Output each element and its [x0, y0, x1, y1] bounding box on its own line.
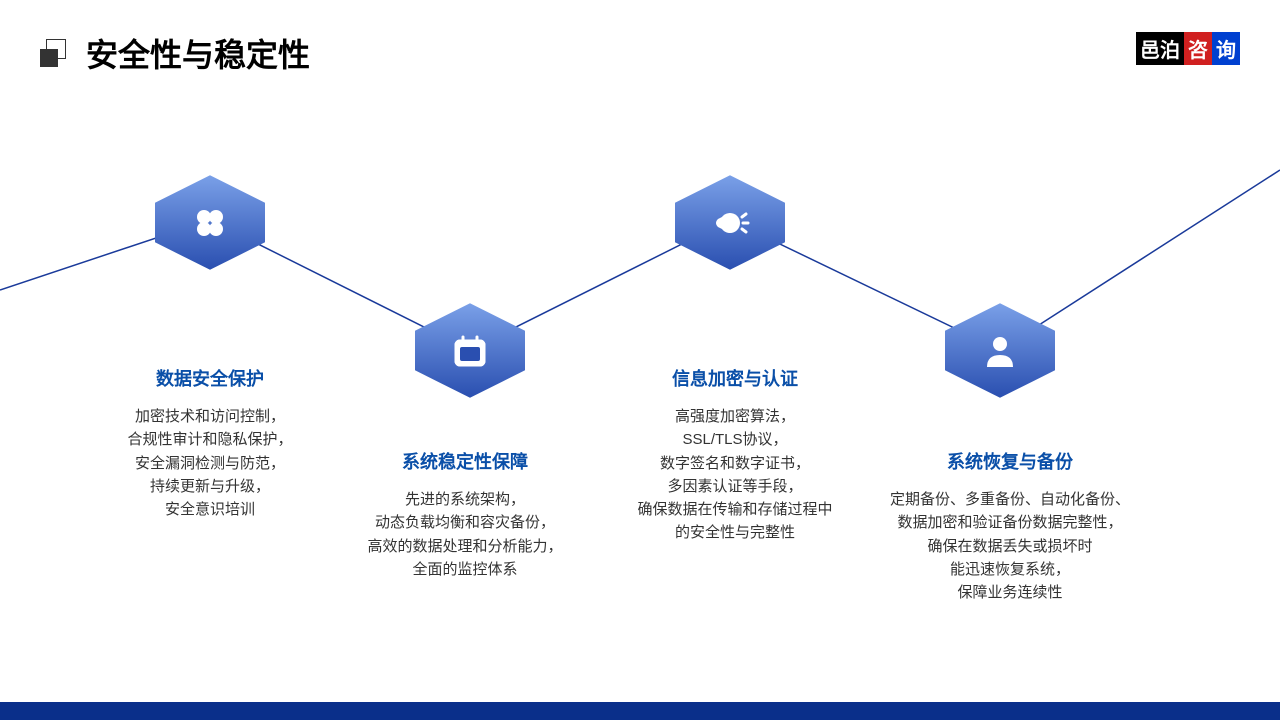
user-icon	[980, 331, 1020, 371]
logo-text-1: 邑泊	[1136, 32, 1184, 65]
block-body: 加密技术和访问控制， 合规性审计和隐私保护， 安全漏洞检测与防范， 持续更新与升…	[70, 405, 350, 521]
block-body: 定期备份、多重备份、自动化备份、 数据加密和验证备份数据完整性， 确保在数据丢失…	[870, 488, 1150, 604]
brand-logo: 邑泊 咨 询	[1136, 32, 1240, 65]
block-body: 先进的系统架构， 动态负载均衡和容灾备份， 高效的数据处理和分析能力， 全面的监…	[325, 488, 605, 581]
footer-bar	[0, 702, 1280, 720]
page-title: 安全性与稳定性	[86, 30, 310, 76]
calendar-icon	[450, 331, 490, 371]
block-title: 系统恢复与备份	[870, 448, 1150, 474]
content-block-1: 系统稳定性保障先进的系统架构， 动态负载均衡和容灾备份， 高效的数据处理和分析能…	[325, 448, 605, 581]
hexagon-node-3	[945, 303, 1055, 398]
logo-text-2: 咨	[1184, 32, 1212, 65]
hexagon-node-0	[155, 175, 265, 270]
header: 安全性与稳定性	[40, 30, 310, 76]
hexagon-node-2	[675, 175, 785, 270]
title-decoration-icon	[40, 39, 68, 67]
hexagon-node-1	[415, 303, 525, 398]
megaphone-icon	[710, 203, 750, 243]
block-body: 高强度加密算法， SSL/TLS协议， 数字签名和数字证书， 多因素认证等手段，…	[595, 405, 875, 545]
infographic-diagram: 数据安全保护加密技术和访问控制， 合规性审计和隐私保护， 安全漏洞检测与防范， …	[0, 140, 1280, 660]
logo-text-3: 询	[1212, 32, 1240, 65]
block-title: 系统稳定性保障	[325, 448, 605, 474]
clover-icon	[190, 203, 230, 243]
content-block-3: 系统恢复与备份定期备份、多重备份、自动化备份、 数据加密和验证备份数据完整性， …	[870, 448, 1150, 604]
